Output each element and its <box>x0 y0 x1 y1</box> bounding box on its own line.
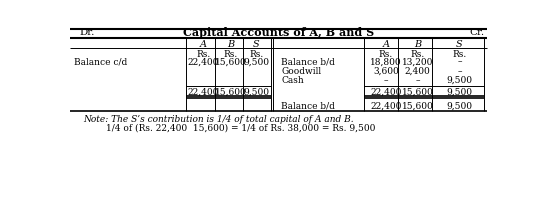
Text: Balance c/d: Balance c/d <box>74 57 127 66</box>
Text: –: – <box>457 57 462 66</box>
Text: Rs.: Rs. <box>379 50 393 59</box>
Text: 2,400: 2,400 <box>405 66 430 76</box>
Text: Cash: Cash <box>281 76 304 85</box>
Text: Rs.: Rs. <box>224 50 238 59</box>
Text: 22,400: 22,400 <box>188 87 219 96</box>
Text: 22,400: 22,400 <box>370 101 401 110</box>
Text: Balance b/d: Balance b/d <box>281 101 335 110</box>
Text: A: A <box>382 40 390 49</box>
Text: Dr.: Dr. <box>79 28 95 37</box>
Text: 22,400: 22,400 <box>188 57 219 66</box>
Text: A: A <box>200 40 207 49</box>
Text: S: S <box>253 40 259 49</box>
Text: 1/4 of (Rs. 22,400  15,600) = 1/4 of Rs. 38,000 = Rs. 9,500: 1/4 of (Rs. 22,400 15,600) = 1/4 of Rs. … <box>83 123 375 132</box>
Text: 9,500: 9,500 <box>447 76 472 85</box>
Text: Goodwill: Goodwill <box>281 66 322 76</box>
Text: 15,600: 15,600 <box>401 87 434 96</box>
Text: Rs.: Rs. <box>249 50 263 59</box>
Text: 13,200: 13,200 <box>402 57 433 66</box>
Text: 9,500: 9,500 <box>243 87 269 96</box>
Text: Balance b/d: Balance b/d <box>281 57 335 66</box>
Text: 9,500: 9,500 <box>447 87 472 96</box>
Text: B: B <box>227 40 234 49</box>
Text: 22,400: 22,400 <box>370 87 401 96</box>
Text: Rs.: Rs. <box>196 50 211 59</box>
Text: –: – <box>457 66 462 76</box>
Text: 15,600: 15,600 <box>401 101 434 110</box>
Text: 9,500: 9,500 <box>243 57 269 66</box>
Text: –: – <box>384 76 388 85</box>
Text: –: – <box>415 76 420 85</box>
Text: 15,600: 15,600 <box>215 57 246 66</box>
Text: 18,800: 18,800 <box>370 57 401 66</box>
Text: S: S <box>456 40 463 49</box>
Text: 15,600: 15,600 <box>215 87 246 96</box>
Text: Note: The S’s contribution is 1/4 of total capital of A and B.: Note: The S’s contribution is 1/4 of tot… <box>83 115 354 124</box>
Text: 3,600: 3,600 <box>373 66 399 76</box>
Text: Rs.: Rs. <box>452 50 467 59</box>
Text: Rs.: Rs. <box>410 50 425 59</box>
Text: B: B <box>414 40 421 49</box>
Text: Capital Accounts of A, B and S: Capital Accounts of A, B and S <box>183 27 374 38</box>
Text: 9,500: 9,500 <box>447 101 472 110</box>
Text: Cr.: Cr. <box>470 28 485 37</box>
